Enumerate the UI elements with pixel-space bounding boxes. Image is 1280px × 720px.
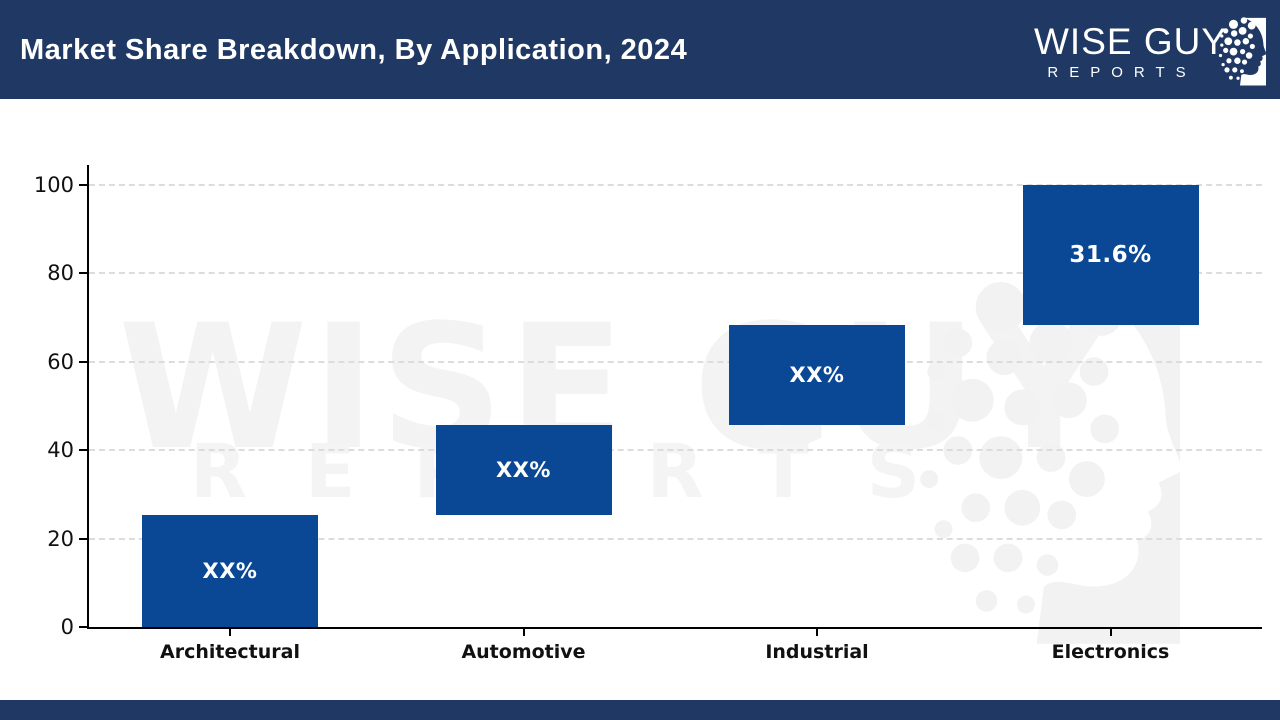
y-axis-tick	[79, 626, 87, 628]
header-bar: Market Share Breakdown, By Application, …	[0, 0, 1280, 99]
y-axis-tick	[79, 449, 87, 452]
x-axis-tick	[229, 629, 231, 636]
y-tick-label: 20	[47, 526, 74, 551]
x-category-label: Electronics	[1051, 641, 1170, 663]
bar-value-label: XX%	[202, 558, 258, 583]
footer-bar	[0, 700, 1280, 720]
x-category-label: Industrial	[765, 641, 869, 663]
y-tick-label: 60	[47, 349, 74, 374]
y-axis-tick	[79, 537, 87, 540]
y-tick-label: 80	[47, 261, 74, 286]
bar-value-label: XX%	[496, 458, 551, 483]
y-tick-label: 100	[33, 173, 74, 197]
page-title: Market Share Breakdown, By Application, …	[20, 34, 688, 66]
gridline	[89, 360, 1262, 363]
bar-value-label: 31.6%	[1069, 241, 1152, 268]
brand-logo: WISE GUY REPORTS	[1016, 4, 1266, 96]
dotted-face-icon	[1218, 17, 1266, 86]
reports-wordmark: REPORTS	[1047, 64, 1197, 81]
x-axis	[87, 627, 1262, 629]
bar: XX%	[435, 425, 612, 515]
y-tick-label: 40	[47, 438, 74, 463]
bar-value-label: XX%	[789, 363, 845, 388]
bar: XX%	[142, 514, 318, 627]
gridline	[89, 537, 1262, 540]
y-axis-tick	[79, 184, 87, 186]
x-category-label: Automotive	[461, 641, 586, 663]
brand-wordmark: WISE GUY REPORTS	[1034, 21, 1228, 82]
chart-area: WISE GUY REPORTS 020406080100XX%Architec…	[0, 99, 1280, 700]
y-tick-label: 0	[60, 615, 74, 639]
y-axis-tick	[79, 360, 87, 363]
x-category-label: Architectural	[160, 641, 300, 663]
x-axis-tick	[522, 629, 525, 636]
x-axis-tick	[1109, 629, 1112, 636]
gridline	[89, 272, 1262, 275]
bar: XX%	[729, 324, 905, 426]
gridline	[89, 184, 1262, 186]
gridline	[89, 449, 1262, 452]
bar: 31.6%	[1022, 185, 1199, 325]
wiseguy-wordmark: WISE GUY	[1034, 21, 1228, 62]
y-axis-tick	[79, 272, 87, 275]
y-axis	[87, 165, 89, 629]
x-axis-tick	[816, 629, 818, 636]
watermark-wordmark: WISE GUY	[118, 287, 1111, 488]
